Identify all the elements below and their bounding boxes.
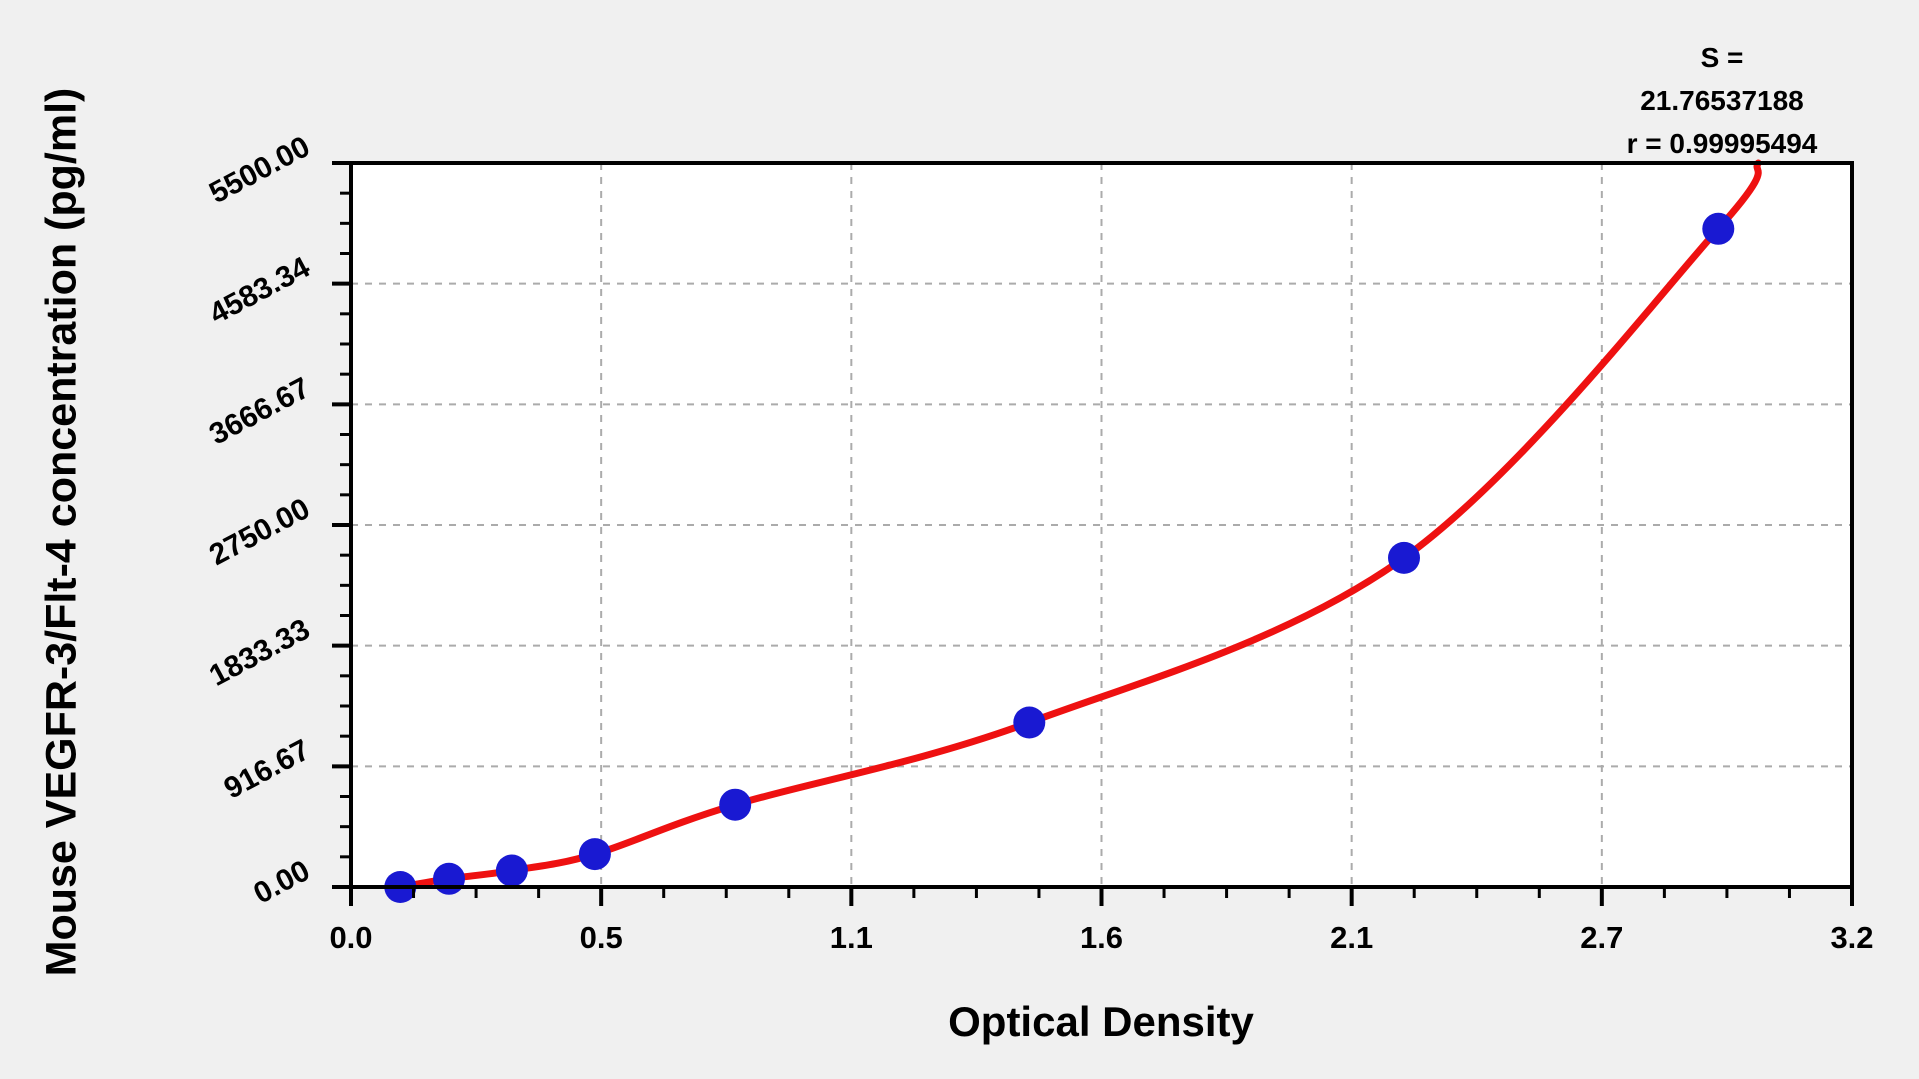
x-tick-label: 1.1: [830, 920, 873, 955]
fit-statistics: S = 21.76537188 r = 0.99995494: [1624, 36, 1821, 165]
x-axis-title: Optical Density: [948, 998, 1254, 1045]
data-point: [719, 788, 752, 821]
y-tick-label: 916.67: [219, 733, 316, 805]
y-axis-title: Mouse VEGFR-3/Flt-4 concentration (pg/ml…: [37, 87, 86, 977]
y-tick-label: 1833.33: [204, 613, 315, 693]
x-tick-label: 2.7: [1580, 920, 1623, 955]
correlation-value: r = 0.99995494: [1626, 128, 1818, 159]
data-point: [433, 862, 465, 895]
y-tick-label: 2750.00: [204, 492, 315, 572]
data-point: [1013, 706, 1046, 739]
data-point: [495, 854, 528, 887]
x-tick-label: 0.5: [580, 920, 623, 955]
x-tick-label: 1.6: [1080, 920, 1123, 955]
y-tick-label: 5500.00: [204, 130, 315, 210]
x-tick-label: 0.0: [329, 920, 372, 955]
slope-value: S = 21.76537188: [1640, 42, 1804, 116]
data-point: [578, 838, 611, 871]
data-point: [1388, 541, 1420, 574]
x-tick-label: 2.1: [1330, 920, 1373, 955]
data-point: [1702, 212, 1735, 245]
y-tick-label: 0.00: [248, 854, 315, 911]
x-tick-label: 3.2: [1830, 920, 1873, 955]
y-tick-label: 3666.67: [204, 371, 315, 451]
y-tick-label: 4583.34: [204, 251, 316, 331]
